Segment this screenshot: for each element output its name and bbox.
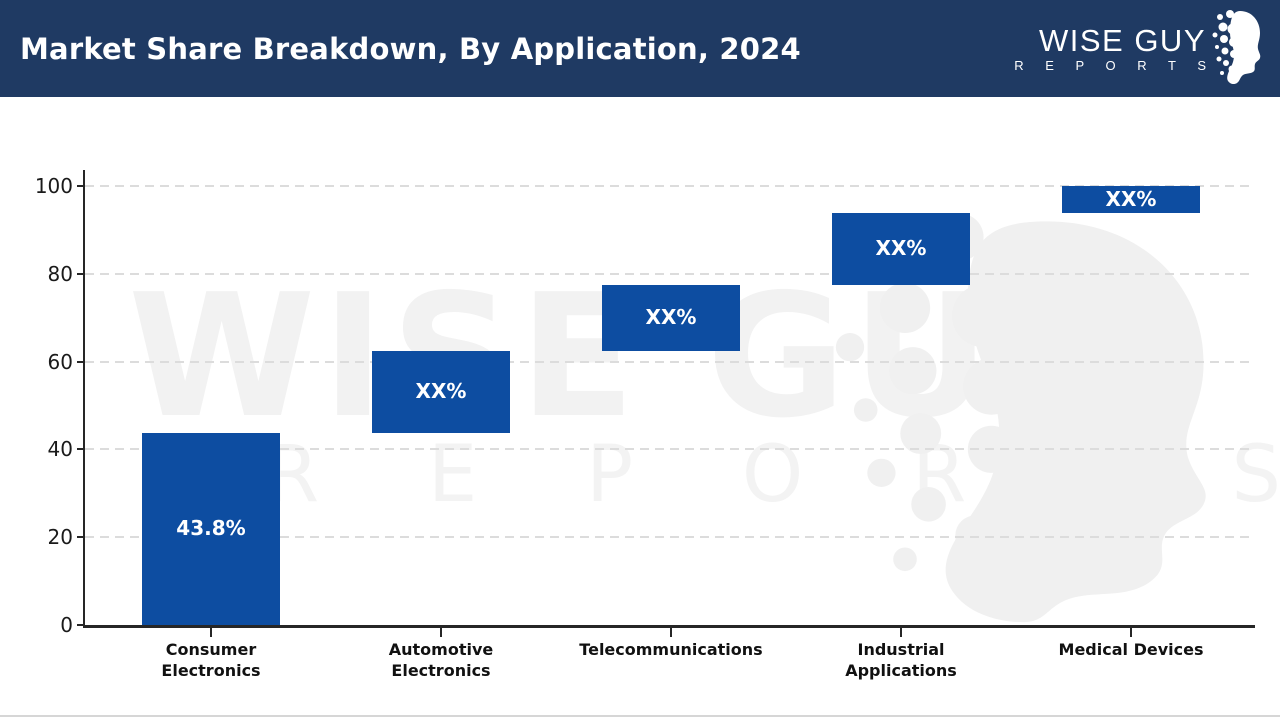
logo-subtitle: R E P O R T S [1014, 57, 1215, 73]
x-axis-spine [83, 625, 1255, 628]
logo-wordmark: WISE GUY [1038, 22, 1206, 58]
x-tick-telecommunications [670, 628, 672, 637]
y-tick-label-0: 0 [60, 613, 73, 637]
x-category-label-line: Telecommunications [579, 640, 763, 659]
y-tick-80 [77, 272, 85, 275]
y-tick-60 [77, 360, 85, 363]
bar-value-label-industrial-applications: XX% [875, 235, 927, 260]
x-category-label-telecommunications: Telecommunications [556, 639, 786, 660]
gridline-20 [85, 536, 1255, 539]
x-tick-medical-devices [1130, 628, 1132, 637]
gridline-100 [85, 185, 1255, 187]
header-banner: Market Share Breakdown, By Application, … [0, 0, 1280, 97]
bar-consumer-electronics [142, 432, 280, 625]
wise-guy-face-icon [1210, 7, 1262, 91]
x-category-label-industrial-applications: Industrial Applications [786, 639, 1016, 681]
bar-value-label-medical-devices: XX% [1105, 186, 1157, 211]
x-category-label-line: Electronics [161, 661, 261, 680]
bar-value-label-automotive-electronics: XX% [415, 378, 467, 403]
x-category-label-consumer-electronics: Consumer Electronics [96, 639, 326, 681]
y-tick-label-40: 40 [47, 437, 73, 462]
x-category-label-medical-devices: Medical Devices [1016, 639, 1246, 660]
bar-medical-devices [1062, 186, 1200, 214]
bar-industrial-applications [832, 213, 970, 285]
bar-telecommunications [602, 284, 740, 351]
logo-text: WISE GUY R E P O R T S [1014, 22, 1206, 74]
bar-automotive-electronics [372, 350, 510, 433]
x-category-label-line: Medical Devices [1058, 640, 1204, 659]
bar-value-label-telecommunications: XX% [645, 304, 697, 329]
x-tick-consumer-electronics [210, 628, 212, 637]
y-tick-label-100: 100 [34, 174, 73, 198]
y-tick-100 [77, 185, 85, 187]
y-axis-spine [83, 170, 85, 628]
x-category-label-line: Industrial [857, 640, 945, 659]
footer-divider [0, 715, 1280, 717]
x-category-label-line: Automotive [388, 640, 494, 659]
x-category-label-line: Electronics [391, 661, 491, 680]
x-category-label-line: Consumer [165, 640, 257, 659]
y-tick-label-20: 20 [47, 525, 73, 550]
y-tick-40 [77, 448, 85, 451]
y-tick-20 [77, 536, 85, 539]
wise-guy-logo: WISE GUY R E P O R T S [1014, 7, 1262, 91]
x-category-label-automotive-electronics: Automotive Electronics [326, 639, 556, 681]
x-tick-industrial-applications [900, 628, 902, 637]
x-tick-automotive-electronics [440, 628, 442, 637]
y-tick-0 [77, 624, 85, 626]
bar-value-label-consumer-electronics: 43.8% [176, 515, 246, 540]
gridline-60 [85, 360, 1255, 363]
x-category-label-line: Applications [845, 661, 957, 680]
gridline-40 [85, 448, 1255, 451]
y-tick-label-60: 60 [47, 349, 73, 374]
page-title: Market Share Breakdown, By Application, … [20, 31, 801, 66]
gridline-80 [85, 272, 1255, 275]
y-tick-label-80: 80 [47, 261, 73, 286]
